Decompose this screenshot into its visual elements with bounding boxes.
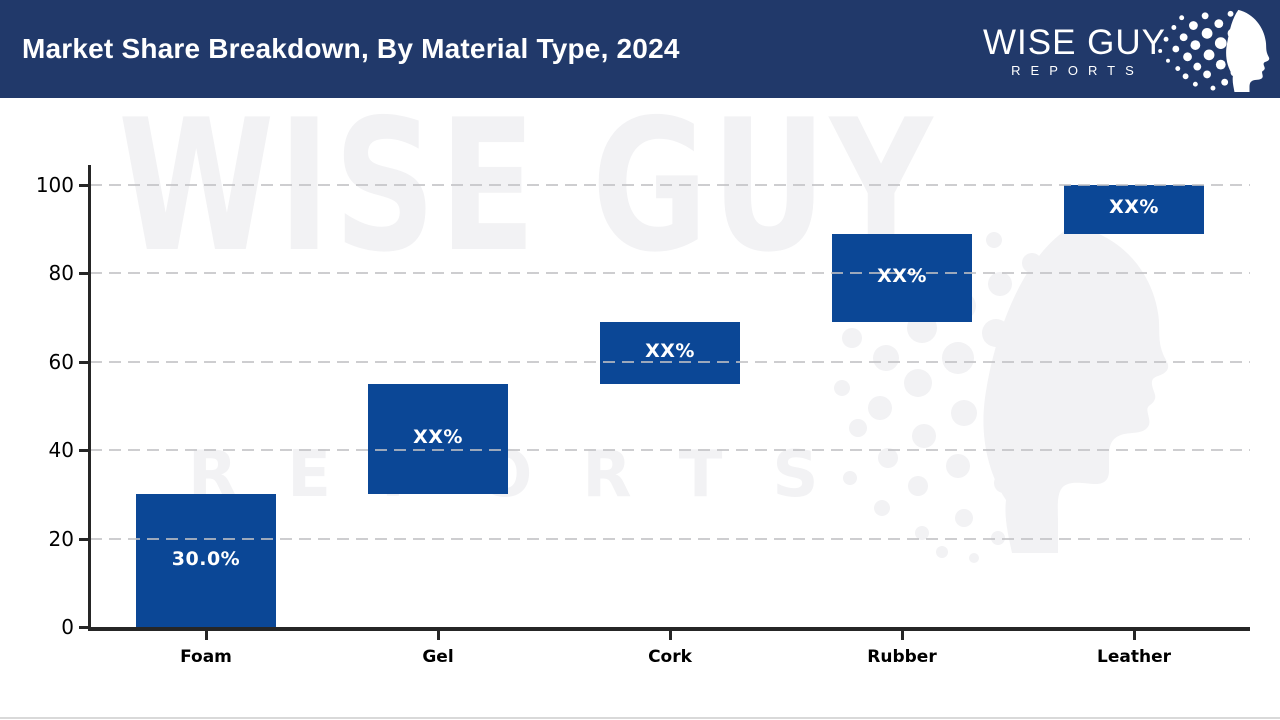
gridline-40 [90, 449, 1250, 452]
bar-cork [600, 322, 740, 384]
bar-value-label-cork: XX% [645, 339, 695, 362]
logo-wordmark: WISE GUY REPORTS [983, 25, 1166, 78]
bar-value-label-leather: XX% [1109, 196, 1159, 219]
page-title: Market Share Breakdown, By Material Type… [22, 33, 680, 64]
bar-rubber [832, 233, 972, 322]
bottom-border [0, 717, 1280, 719]
x-tick-label-cork: Cork [648, 647, 692, 667]
wise-guy-logo: WISE GUY REPORTS [983, 0, 1280, 98]
y-tick-40 [79, 449, 88, 453]
x-tick-rubber [901, 631, 904, 640]
y-tick-100 [79, 184, 88, 187]
x-tick-cork [669, 631, 672, 640]
bar-gel [368, 383, 508, 495]
bar-value-label-rubber: XX% [877, 264, 927, 287]
x-tick-label-leather: Leather [1097, 647, 1171, 667]
y-tick-60 [79, 360, 88, 364]
y-tick-0 [79, 626, 88, 629]
header: Market Share Breakdown, By Material Type… [0, 0, 1280, 98]
x-tick-label-gel: Gel [422, 647, 454, 667]
y-tick-label-60: 60 [48, 349, 74, 374]
y-tick-label-40: 40 [48, 438, 74, 463]
watermark-wordmark: WISE GUY [118, 80, 936, 292]
y-tick-label-100: 100 [35, 173, 74, 197]
y-tick-80 [79, 272, 88, 276]
y-tick-20 [79, 537, 88, 541]
x-tick-leather [1133, 631, 1136, 640]
x-tick-label-rubber: Rubber [867, 647, 937, 667]
x-axis-line [88, 627, 1250, 631]
logo-wordmark-line2: REPORTS [1011, 62, 1144, 78]
x-tick-foam [205, 631, 208, 640]
bar-foam [136, 494, 276, 627]
waterfall-chart: WISE GUY REPORTS 30.0% XX% XX% XX% XX% 0 20 40 6… [0, 80, 1280, 717]
logo-face-icon [1158, 9, 1270, 92]
y-tick-label-20: 20 [48, 526, 74, 551]
x-tick-label-foam: Foam [180, 647, 232, 667]
bar-value-label-foam: 30.0% [171, 547, 241, 570]
gridline-80 [90, 272, 1250, 275]
x-tick-gel [437, 631, 440, 640]
y-tick-label-80: 80 [48, 261, 74, 286]
gridline-60 [90, 360, 1250, 363]
bar-value-label-gel: XX% [413, 426, 463, 449]
y-tick-label-0: 0 [61, 615, 74, 639]
gridline-100 [90, 184, 1250, 186]
watermark-face-icon [834, 226, 1169, 563]
gridline-20 [90, 537, 1250, 540]
bar-leather [1064, 185, 1204, 234]
y-axis-line [88, 165, 91, 631]
logo-wordmark-line1: WISE GUY [982, 22, 1166, 62]
